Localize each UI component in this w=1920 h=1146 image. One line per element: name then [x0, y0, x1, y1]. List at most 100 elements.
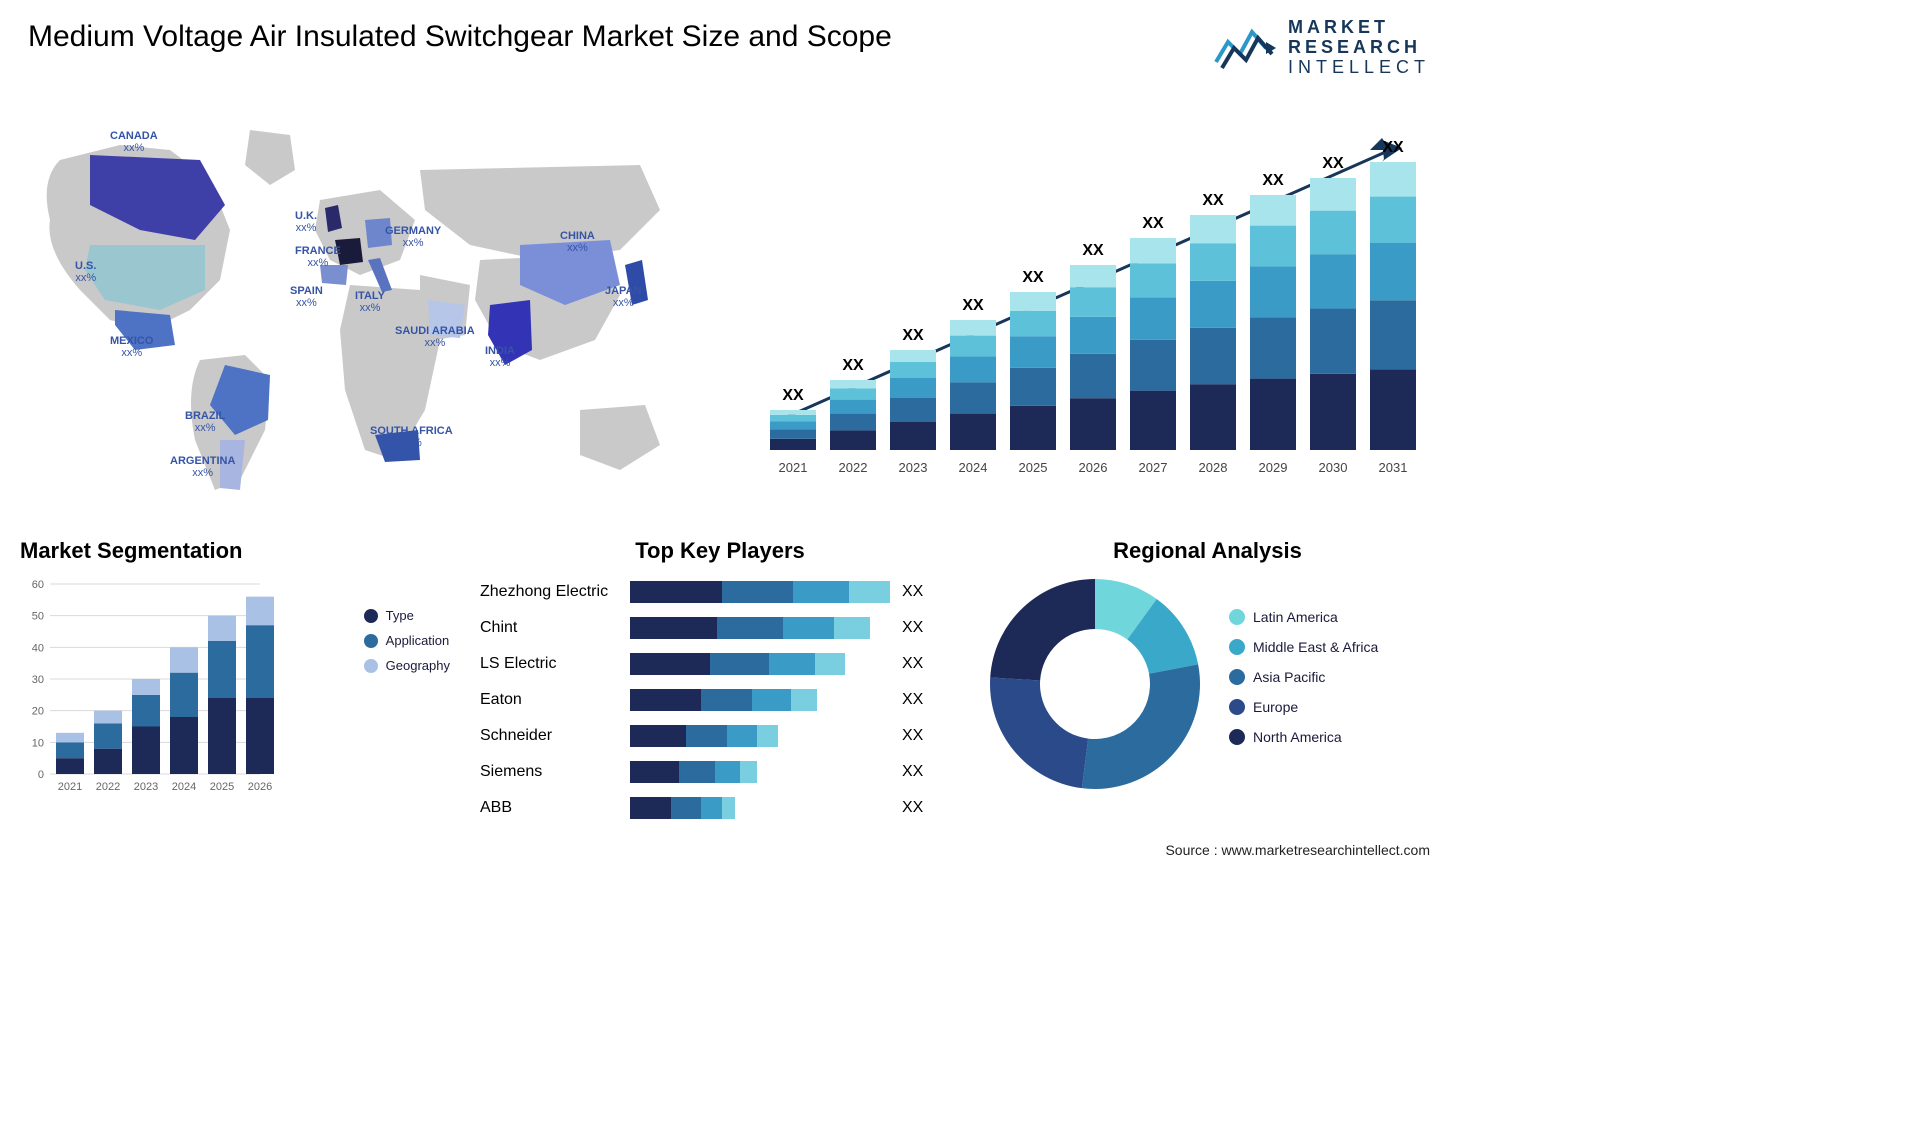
svg-text:2028: 2028 [1199, 460, 1228, 475]
world-map: CANADAxx% U.S.xx% MEXICOxx% BRAZILxx% ARGENT… [20, 110, 700, 510]
svg-text:2025: 2025 [210, 781, 234, 793]
map-label-canada: CANADAxx% [110, 130, 158, 154]
player-value: XX [902, 763, 923, 781]
svg-text:XX: XX [1382, 139, 1404, 156]
map-label-japan: JAPANxx% [605, 285, 641, 309]
player-value: XX [902, 655, 923, 673]
map-label-italy: ITALYxx% [355, 290, 385, 314]
map-label-argentina: ARGENTINAxx% [170, 455, 235, 479]
map-label-u-k-: U.K.xx% [295, 210, 317, 234]
svg-text:2023: 2023 [134, 781, 158, 793]
player-bar [630, 653, 890, 675]
map-label-spain: SPAINxx% [290, 285, 323, 309]
map-label-india: INDIAxx% [485, 345, 515, 369]
players-panel: Top Key Players Zhezhong ElectricXXChint… [480, 538, 960, 826]
map-label-germany: GERMANYxx% [385, 225, 441, 249]
regional-panel: Regional Analysis Latin America Middle Ea… [985, 538, 1430, 794]
svg-text:XX: XX [842, 357, 864, 374]
logo: MARKET RESEARCH INTELLECT [1214, 18, 1430, 77]
regional-legend: Latin America Middle East & Africa Asia Pa… [1229, 609, 1378, 759]
player-value: XX [902, 799, 923, 817]
player-bar [630, 725, 890, 747]
player-bar [630, 797, 890, 819]
svg-text:XX: XX [962, 297, 984, 314]
svg-text:2024: 2024 [959, 460, 988, 475]
player-name: Zhezhong Electric [480, 583, 630, 601]
logo-text-1: MARKET [1288, 18, 1430, 38]
player-row: EatonXX [480, 682, 960, 718]
svg-text:2030: 2030 [1319, 460, 1348, 475]
svg-text:2027: 2027 [1139, 460, 1168, 475]
svg-text:30: 30 [32, 674, 44, 686]
seg-legend-application: Application [364, 633, 450, 648]
svg-text:2026: 2026 [1079, 460, 1108, 475]
svg-text:2024: 2024 [172, 781, 196, 793]
seg-legend-type: Type [364, 608, 450, 623]
growth-chart: XX 2021 XX 2022 XX 2023 XX 2024 XX 2025 XX 2026 XX 20… [750, 120, 1430, 490]
svg-text:XX: XX [1022, 269, 1044, 286]
player-name: Chint [480, 619, 630, 637]
player-value: XX [902, 583, 923, 601]
player-name: Schneider [480, 727, 630, 745]
players-list: Zhezhong ElectricXXChintXXLS ElectricXXE… [480, 574, 960, 826]
seg-legend-geography: Geography [364, 658, 450, 673]
svg-text:2031: 2031 [1379, 460, 1408, 475]
svg-text:2023: 2023 [899, 460, 928, 475]
map-label-mexico: MEXICOxx% [110, 335, 153, 359]
region-legend-item: Latin America [1229, 609, 1378, 625]
svg-text:10: 10 [32, 737, 44, 749]
map-label-china: CHINAxx% [560, 230, 595, 254]
regional-title: Regional Analysis [985, 538, 1430, 564]
svg-text:20: 20 [32, 706, 44, 718]
map-label-south-africa: SOUTH AFRICAxx% [370, 425, 453, 449]
svg-text:XX: XX [1142, 215, 1164, 232]
player-row: Zhezhong Electric XX [480, 574, 960, 610]
svg-text:XX: XX [1322, 155, 1344, 172]
logo-text-2: RESEARCH [1288, 38, 1430, 58]
svg-text:XX: XX [782, 387, 804, 404]
segmentation-legend: Type Application Geography [364, 608, 450, 683]
page-title: Medium Voltage Air Insulated Switchgear … [28, 18, 892, 56]
regional-donut [985, 574, 1205, 794]
player-name: Siemens [480, 763, 630, 781]
svg-text:50: 50 [32, 611, 44, 623]
player-value: XX [902, 691, 923, 709]
region-legend-item: Middle East & Africa [1229, 639, 1378, 655]
map-label-brazil: BRAZILxx% [185, 410, 225, 434]
map-label-france: FRANCExx% [295, 245, 341, 269]
svg-text:60: 60 [32, 579, 44, 591]
player-row: Schneider XX [480, 718, 960, 754]
svg-text:2022: 2022 [839, 460, 868, 475]
svg-text:2025: 2025 [1019, 460, 1048, 475]
svg-text:2021: 2021 [58, 781, 82, 793]
svg-text:XX: XX [1202, 192, 1224, 209]
player-row: Siemens XX [480, 754, 960, 790]
player-bar [630, 761, 890, 783]
player-row: LS ElectricXX [480, 646, 960, 682]
segmentation-chart: 0102030405060202120222023202420252026 [20, 574, 280, 804]
region-legend-item: North America [1229, 729, 1378, 745]
map-label-u-s-: U.S.xx% [75, 260, 96, 284]
svg-text:2021: 2021 [779, 460, 808, 475]
svg-text:XX: XX [902, 327, 924, 344]
svg-text:2022: 2022 [96, 781, 120, 793]
map-label-saudi-arabia: SAUDI ARABIAxx% [395, 325, 475, 349]
region-legend-item: Asia Pacific [1229, 669, 1378, 685]
svg-text:XX: XX [1262, 172, 1284, 189]
segmentation-title: Market Segmentation [20, 538, 460, 564]
segmentation-panel: Market Segmentation 0 10 20 30 40 50 60 2021 202… [20, 538, 460, 809]
player-bar [630, 689, 890, 711]
region-legend-item: Europe [1229, 699, 1378, 715]
svg-text:XX: XX [1082, 242, 1104, 259]
player-row: Chint XX [480, 610, 960, 646]
player-row: ABBXX [480, 790, 960, 826]
player-value: XX [902, 727, 923, 745]
svg-text:0: 0 [38, 769, 44, 781]
source-label: Source : www.marketresearchintellect.com [1165, 842, 1430, 858]
svg-text:2029: 2029 [1259, 460, 1288, 475]
player-value: XX [902, 619, 923, 637]
logo-icon [1214, 24, 1278, 72]
player-bar [630, 617, 890, 639]
svg-text:40: 40 [32, 642, 44, 654]
logo-text-3: INTELLECT [1288, 58, 1430, 78]
